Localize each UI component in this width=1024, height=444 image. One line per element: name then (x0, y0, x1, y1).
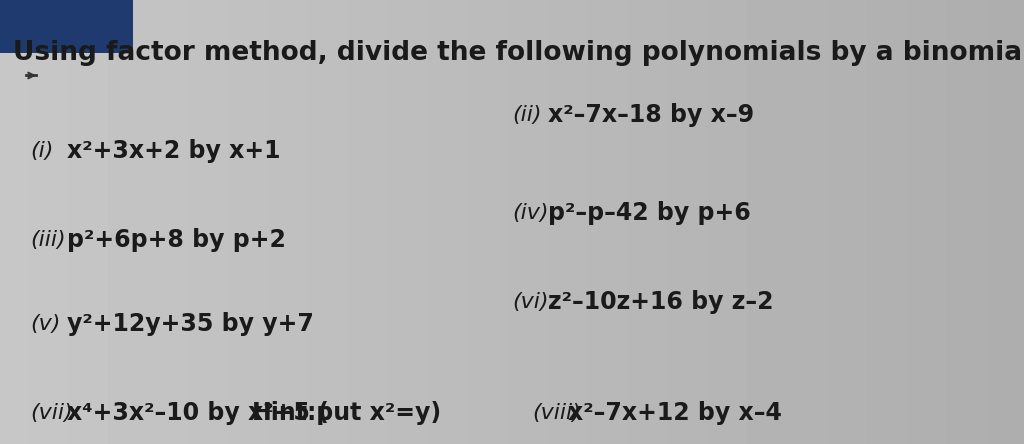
Text: Hint:: Hint: (252, 401, 316, 425)
FancyBboxPatch shape (0, 0, 133, 53)
Text: y²+12y+35 by y+7: y²+12y+35 by y+7 (67, 312, 313, 336)
Text: (viii): (viii) (532, 403, 582, 423)
Text: x²+3x+2 by x+1: x²+3x+2 by x+1 (67, 139, 280, 163)
Text: x²–7x–18 by x–9: x²–7x–18 by x–9 (548, 103, 754, 127)
Text: x²–7x+12 by x–4: x²–7x+12 by x–4 (568, 401, 782, 425)
Text: (iv): (iv) (512, 203, 549, 223)
Text: p²–p–42 by p+6: p²–p–42 by p+6 (548, 201, 751, 225)
Text: (vi): (vi) (512, 292, 549, 312)
Text: z²–10z+16 by z–2: z²–10z+16 by z–2 (548, 290, 773, 314)
Text: (ii): (ii) (512, 105, 542, 126)
Text: Using factor method, divide the following polynomials by a binomial.: Using factor method, divide the followin… (13, 40, 1024, 66)
Text: put x²=y): put x²=y) (307, 401, 441, 425)
Text: (vii): (vii) (31, 403, 74, 423)
Text: x⁴+3x²–10 by x²+5 (: x⁴+3x²–10 by x²+5 ( (67, 401, 329, 425)
Text: (iii): (iii) (31, 230, 67, 250)
Text: (i): (i) (31, 141, 54, 161)
Text: (v): (v) (31, 314, 61, 334)
Text: p²+6p+8 by p+2: p²+6p+8 by p+2 (67, 228, 286, 252)
